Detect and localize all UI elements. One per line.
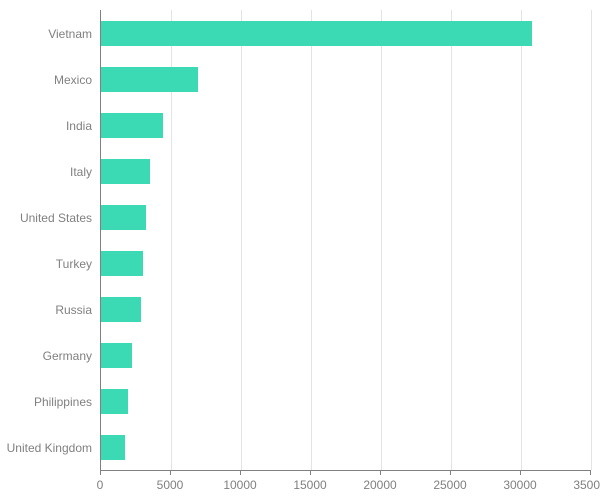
gridline: [591, 10, 592, 470]
x-tick-label: 30000: [503, 478, 536, 492]
bar: [101, 297, 141, 322]
bar: [101, 343, 132, 368]
y-tick-label: Germany: [43, 349, 92, 363]
gridline: [311, 10, 312, 470]
x-tick: [170, 470, 171, 475]
gridline: [451, 10, 452, 470]
y-tick-label: Russia: [55, 303, 92, 317]
bar: [101, 435, 125, 460]
x-tick-label: 15000: [293, 478, 326, 492]
x-tick: [240, 470, 241, 475]
x-tick-label: 10000: [223, 478, 256, 492]
y-tick-label: United Kingdom: [7, 441, 92, 455]
bar: [101, 113, 163, 138]
x-tick: [520, 470, 521, 475]
y-tick-label: United States: [20, 211, 92, 225]
y-tick-label: Vietnam: [48, 27, 92, 41]
bar: [101, 67, 198, 92]
y-tick-label: Turkey: [56, 257, 92, 271]
gridline: [241, 10, 242, 470]
x-tick: [450, 470, 451, 475]
bar: [101, 389, 128, 414]
x-tick-label: 5000: [157, 478, 184, 492]
bar-chart: Vietnam Mexico India Italy United States Turk…: [0, 0, 600, 500]
gridline: [521, 10, 522, 470]
x-tick: [590, 470, 591, 475]
x-tick: [100, 470, 101, 475]
bar: [101, 251, 143, 276]
x-tick-label: 25000: [433, 478, 466, 492]
x-tick-label: 35000: [573, 478, 600, 492]
y-tick-label: Mexico: [54, 73, 92, 87]
y-tick-label: Italy: [70, 165, 92, 179]
bar: [101, 21, 532, 46]
y-tick-label: Philippines: [34, 395, 92, 409]
x-tick-label: 20000: [363, 478, 396, 492]
plot-area: [100, 10, 591, 471]
bar: [101, 159, 150, 184]
x-tick: [380, 470, 381, 475]
gridline: [381, 10, 382, 470]
x-tick-label: 0: [97, 478, 104, 492]
bar: [101, 205, 146, 230]
x-tick: [310, 470, 311, 475]
y-tick-label: India: [66, 119, 92, 133]
